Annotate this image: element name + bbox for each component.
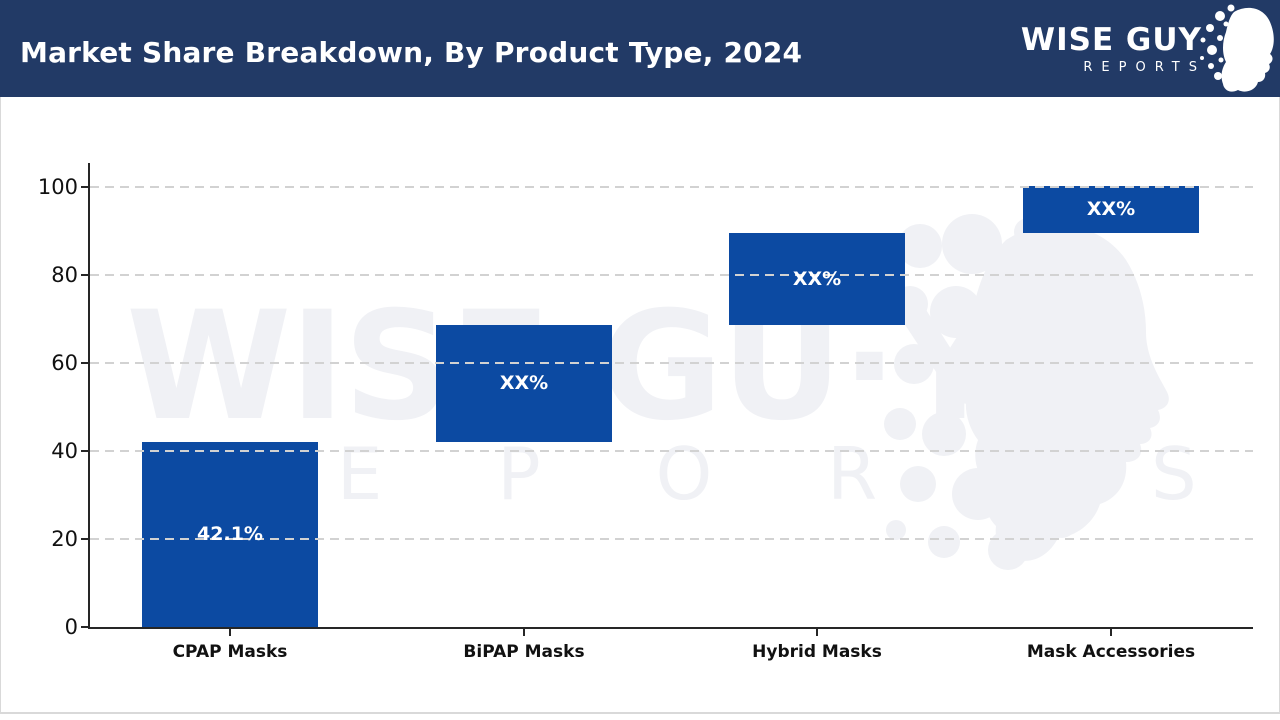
- y-tick-mark: [81, 186, 88, 188]
- category-label-bipap-masks: BiPAP Masks: [463, 642, 585, 662]
- bar-cpap-masks: [142, 441, 318, 627]
- gridline: [90, 274, 1253, 276]
- bar-value-label-mask-accessories: XX%: [1086, 198, 1136, 221]
- category-label-cpap-masks: CPAP Masks: [172, 642, 288, 662]
- x-tick-mark: [229, 629, 231, 636]
- x-tick-mark: [1110, 629, 1112, 636]
- logo-subtitle: REPORTS: [1083, 60, 1206, 75]
- frame-border-left: [0, 97, 1, 713]
- y-tick-label: 20: [51, 527, 78, 551]
- bar-value-label-hybrid-masks: XX%: [792, 267, 842, 290]
- y-tick-label: 80: [51, 263, 78, 287]
- x-axis-line: [88, 627, 1253, 629]
- y-axis-line: [88, 163, 90, 629]
- gridline: [90, 538, 1253, 540]
- logo-head-icon: [1200, 4, 1274, 92]
- y-tick-label: 60: [51, 351, 78, 375]
- y-tick-label: 100: [37, 175, 78, 199]
- category-label-mask-accessories: Mask Accessories: [1026, 642, 1196, 662]
- y-tick-mark: [81, 274, 88, 276]
- header-band: Market Share Breakdown, By Product Type,…: [0, 0, 1280, 97]
- y-tick-mark: [81, 538, 88, 540]
- y-tick-mark: [81, 450, 88, 452]
- bar-hybrid-masks: [729, 232, 905, 325]
- bar-value-label-cpap-masks: 42.1%: [197, 523, 263, 546]
- bar-bipap-masks: [436, 324, 612, 442]
- x-tick-mark: [816, 629, 818, 636]
- wise-guy-reports-logo: WISE GUY REPORTS: [1020, 0, 1274, 97]
- gridline: [90, 186, 1253, 188]
- y-tick-mark: [81, 362, 88, 364]
- y-tick-mark: [81, 626, 88, 628]
- bar-value-label-bipap-masks: XX%: [499, 372, 549, 395]
- y-tick-label: 0: [64, 615, 78, 639]
- chart-title: Market Share Breakdown, By Product Type,…: [20, 36, 803, 69]
- logo-wordmark: WISE GUY: [1020, 22, 1202, 58]
- y-tick-label: 40: [51, 439, 78, 463]
- gridline: [90, 362, 1253, 364]
- category-label-hybrid-masks: Hybrid Masks: [752, 642, 882, 662]
- watermark-head-icon: [884, 214, 1169, 570]
- gridline: [90, 450, 1253, 452]
- x-tick-mark: [523, 629, 525, 636]
- frame-border-bottom: [0, 712, 1280, 714]
- bar-mask-accessories: [1023, 185, 1199, 233]
